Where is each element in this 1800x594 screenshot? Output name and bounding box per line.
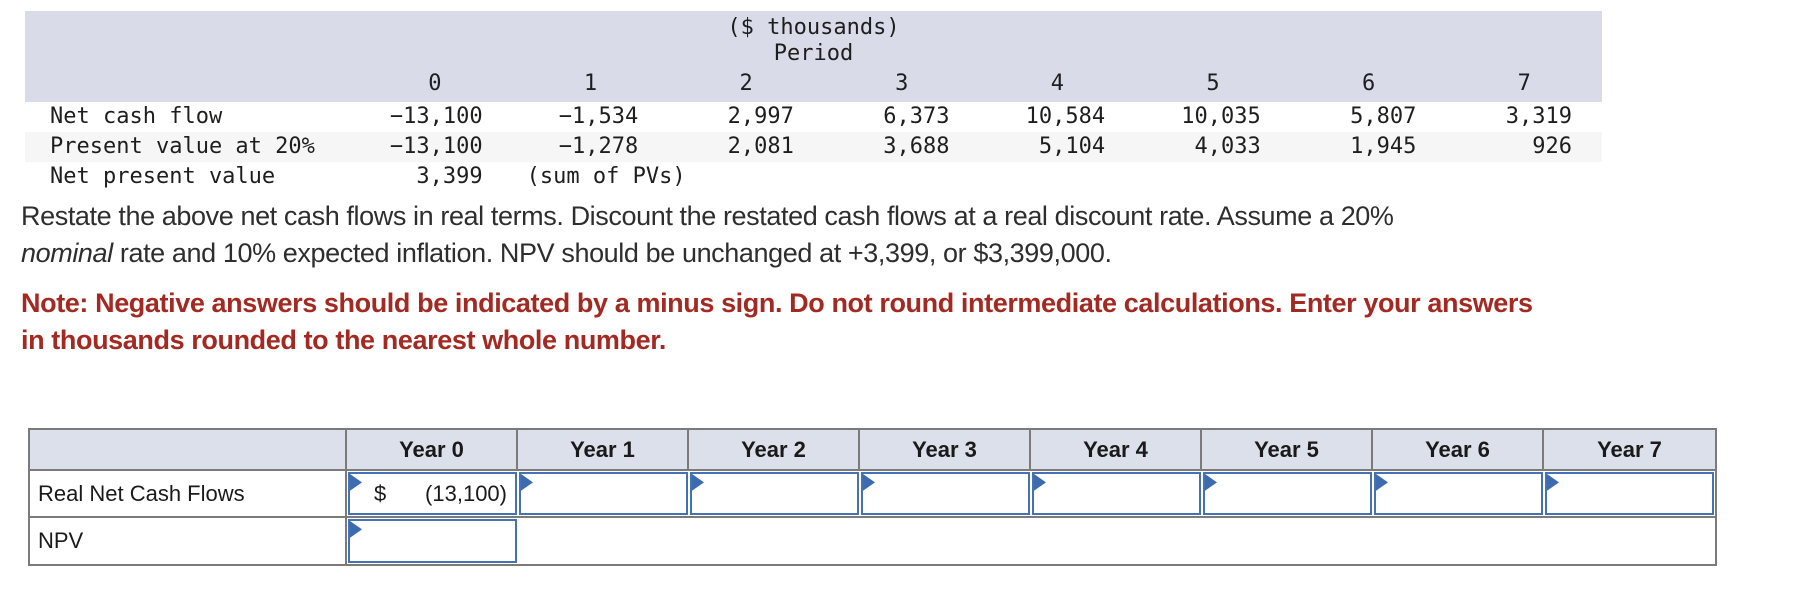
present-value-value: 2,081 [727, 134, 794, 159]
present-value-value: −13,100 [389, 134, 483, 159]
net-cash-flow-value: −13,100 [389, 104, 483, 129]
period-header-1: 1 [583, 71, 598, 96]
net-cash-flow-value: 5,807 [1350, 104, 1417, 129]
answer-input-year-1[interactable] [519, 472, 688, 515]
net-cash-flow-value: −1,534 [558, 104, 639, 129]
net-cash-flow-value: 3,319 [1505, 104, 1572, 129]
period-header-3: 3 [895, 71, 909, 96]
net-cash-flow-value: 10,035 [1181, 104, 1261, 129]
net-cash-flow-value: 6,373 [883, 104, 950, 129]
currency-symbol: $ [374, 480, 387, 506]
units-caption: ($ thousands) [727, 15, 900, 40]
answer-input-year-5[interactable] [1203, 472, 1372, 515]
row-label-real-net-cash-flows: Real Net Cash Flows [30, 471, 347, 516]
present-value-value: 1,945 [1350, 134, 1417, 159]
present-value-value: 5,104 [1038, 134, 1106, 159]
note-line2: in thousands rounded to the nearest whol… [21, 325, 666, 355]
column-header-year-1: Year 1 [518, 430, 689, 471]
net-cash-flow-value: 10,584 [1025, 104, 1106, 129]
answer-table: Year 0 Year 1 Year 2 Year 3 Year 4 Year … [28, 428, 1717, 566]
present-value-value: 926 [1532, 134, 1572, 159]
npv-row: NPV [30, 518, 1715, 564]
answer-input-year-2[interactable] [690, 472, 859, 515]
npv-row-empty-area [518, 518, 1715, 564]
npv-input[interactable] [348, 519, 517, 563]
instruction-text: Restate the above net cash flows in real… [21, 198, 1721, 272]
present-value-value: −1,278 [558, 134, 639, 159]
row-label: Net cash flow [50, 104, 223, 129]
cell-marker-icon [863, 474, 875, 491]
answer-table-header-row: Year 0 Year 1 Year 2 Year 3 Year 4 Year … [30, 430, 1715, 471]
cashflow-summary-table: ($ thousands) Period 0 1 2 3 4 5 6 7 Net… [25, 11, 1602, 192]
instructions-block: Restate the above net cash flows in real… [21, 198, 1721, 359]
net-cash-flow-row: Net cash flow −13,100 −1,534 2,997 6,373… [25, 102, 1602, 132]
answer-input-year-3[interactable] [861, 472, 1030, 515]
row-label-npv: NPV [30, 518, 347, 564]
answer-input-year-6[interactable] [1374, 472, 1543, 515]
column-header-year-2: Year 2 [689, 430, 860, 471]
answer-input-year-4[interactable] [1032, 472, 1201, 515]
period-header-6: 6 [1361, 71, 1376, 96]
instruction-italic-word: nominal [21, 238, 113, 268]
column-header-year-3: Year 3 [860, 430, 1031, 471]
column-header-year-4: Year 4 [1031, 430, 1202, 471]
instruction-line2: rate and 10% expected inflation. NPV sho… [112, 238, 1112, 268]
period-header-4: 4 [1050, 71, 1064, 96]
answer-input-year-0[interactable]: $ (13,100) [348, 472, 517, 515]
cell-marker-icon [350, 521, 362, 538]
note-text: Note: Negative answers should be indicat… [21, 285, 1721, 359]
period-header-2: 2 [739, 71, 753, 96]
answer-input-year-7[interactable] [1545, 472, 1714, 515]
answer-table-corner-cell [30, 430, 347, 471]
period-header-0: 0 [428, 71, 442, 96]
column-header-year-0: Year 0 [347, 430, 518, 471]
column-header-year-5: Year 5 [1202, 430, 1373, 471]
cell-marker-icon [692, 474, 704, 491]
cell-marker-icon [521, 474, 533, 491]
period-header-row: 0 1 2 3 4 5 6 7 [25, 67, 1602, 100]
instruction-line1: Restate the above net cash flows in real… [21, 201, 1394, 231]
real-net-cash-flows-row: Real Net Cash Flows $ (13,100) [30, 471, 1715, 518]
period-header-5: 5 [1206, 71, 1220, 96]
present-value-value: 4,033 [1194, 134, 1261, 159]
present-value-value: 3,688 [883, 134, 950, 159]
cashflow-table-header-band: ($ thousands) Period 0 1 2 3 4 5 6 7 [25, 11, 1602, 102]
net-present-value-value: 3,399 [416, 164, 483, 189]
net-cash-flow-value: 2,997 [727, 104, 794, 129]
cell-marker-icon [350, 474, 362, 491]
cell-marker-icon [1034, 474, 1046, 491]
note-line1: Note: Negative answers should be indicat… [21, 288, 1533, 318]
answer-value-year-0: (13,100) [425, 480, 507, 506]
period-header-7: 7 [1517, 71, 1531, 96]
column-header-year-7: Year 7 [1544, 430, 1715, 471]
row-label: Net present value [50, 164, 276, 189]
net-present-value-row: Net present value 3,399 (sum of PVs) [25, 162, 1602, 192]
cell-marker-icon [1547, 474, 1559, 491]
cell-marker-icon [1205, 474, 1217, 491]
sum-of-pvs-note: (sum of PVs) [526, 164, 686, 189]
row-label: Present value at 20% [50, 134, 315, 159]
period-caption: Period [773, 41, 854, 66]
cell-marker-icon [1376, 474, 1388, 491]
present-value-row: Present value at 20% −13,100 −1,278 2,08… [25, 132, 1602, 162]
column-header-year-6: Year 6 [1373, 430, 1544, 471]
